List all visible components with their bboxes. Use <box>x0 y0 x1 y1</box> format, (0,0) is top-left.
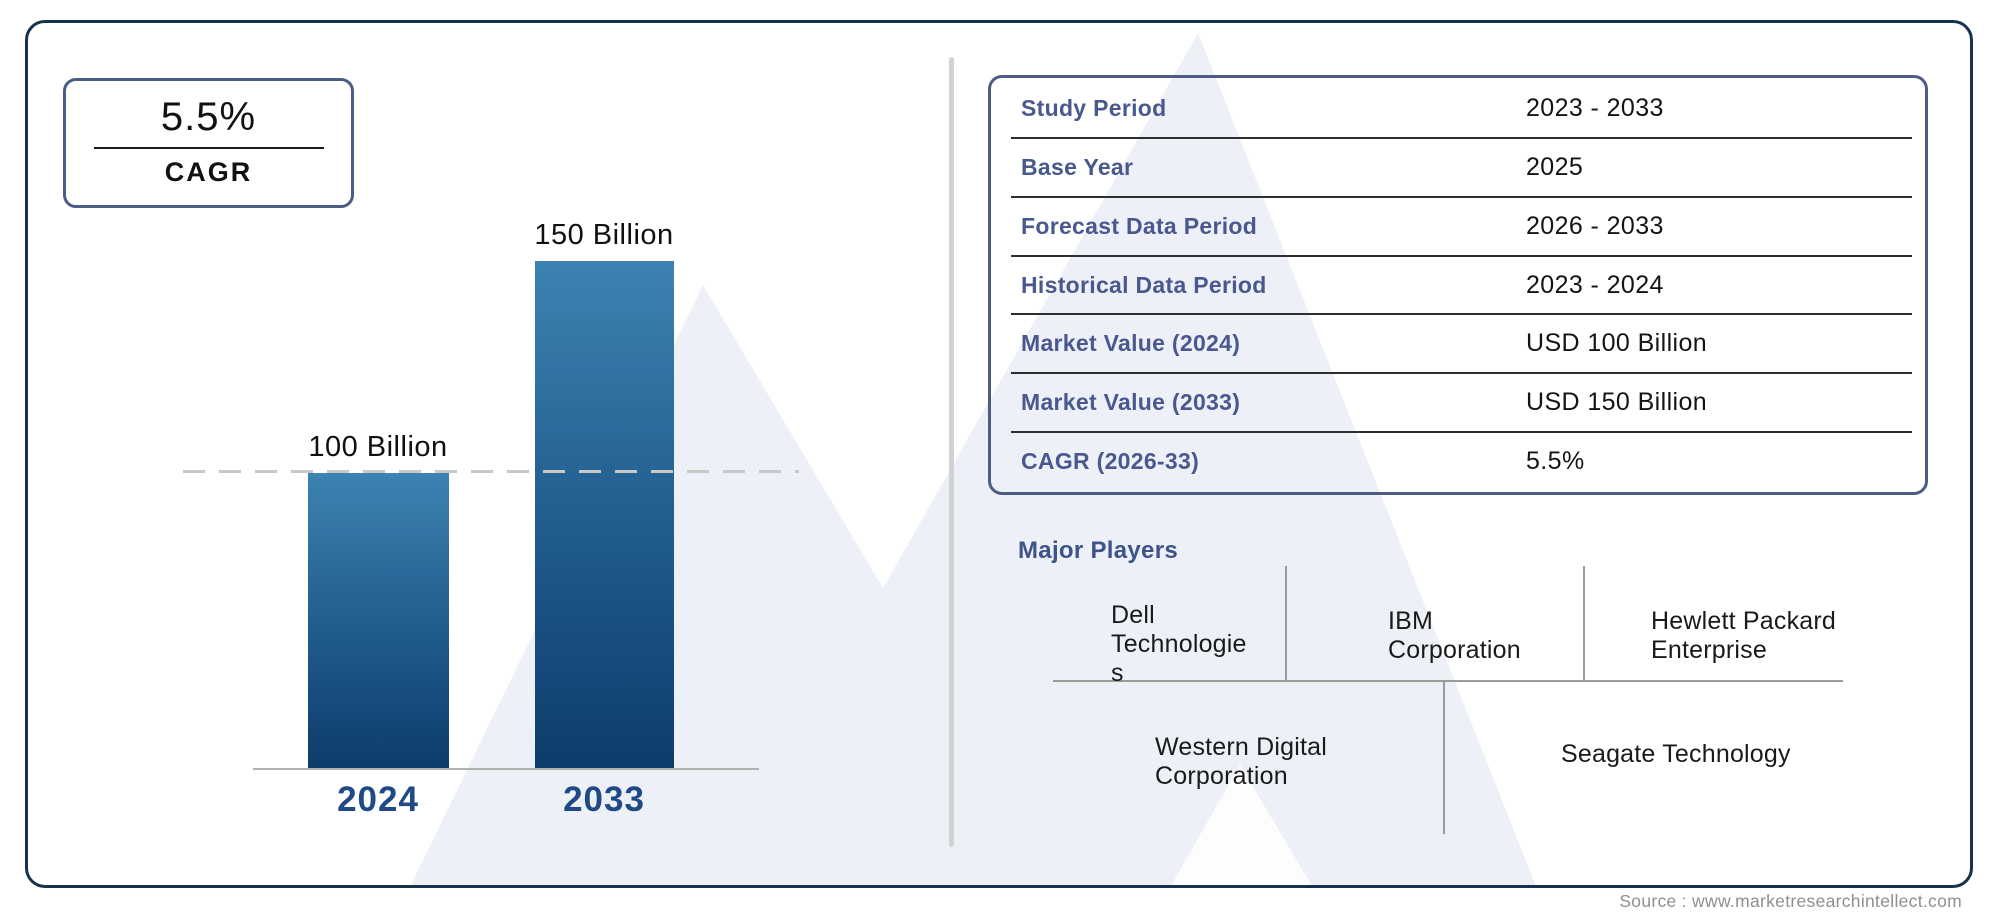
infographic-frame: 5.5% CAGR 100 Billion 150 Billion 2024 2… <box>25 20 1973 888</box>
player-hewlett-packard-enterprise: Hewlett Packard Enterprise <box>1651 607 1837 664</box>
x-axis-baseline <box>253 768 759 770</box>
players-separator-line <box>1285 566 1287 680</box>
source-credit: Source : www.marketresearchintellect.com <box>1619 891 1962 911</box>
row-label: Historical Data Period <box>1021 271 1267 298</box>
table-row: Market Value (2033) USD 150 Billion <box>1011 374 1912 434</box>
bar-value-label-2024: 100 Billion <box>308 431 448 463</box>
player-dell-technologies: Dell Technologie s <box>1111 601 1247 687</box>
row-label: Market Value (2024) <box>1021 330 1241 357</box>
cagr-divider-line <box>93 147 324 149</box>
reference-dashed-line <box>183 470 799 473</box>
player-ibm-corporation: IBM Corporation <box>1388 607 1521 664</box>
row-value: 5.5% <box>1526 447 1585 476</box>
row-value: USD 100 Billion <box>1526 329 1708 358</box>
row-value: 2023 - 2033 <box>1526 93 1664 122</box>
table-row: Base Year 2025 <box>1011 139 1912 198</box>
table-row: Study Period 2023 - 2033 <box>1011 80 1912 139</box>
table-row: Market Value (2024) USD 100 Billion <box>1011 315 1912 375</box>
row-label: Market Value (2033) <box>1021 389 1241 416</box>
cagr-value: 5.5% <box>160 95 257 139</box>
row-value: 2026 - 2033 <box>1526 211 1664 240</box>
row-label: Study Period <box>1021 94 1167 121</box>
table-row: CAGR (2026-33) 5.5% <box>1011 433 1912 490</box>
panel-divider <box>949 57 954 847</box>
players-separator-line <box>1443 682 1445 834</box>
x-tick-2024: 2024 <box>337 780 419 819</box>
table-row: Historical Data Period 2023 - 2024 <box>1011 257 1912 316</box>
players-separator-line <box>1583 566 1585 680</box>
row-value: 2023 - 2024 <box>1526 270 1664 299</box>
row-label: Forecast Data Period <box>1021 212 1258 239</box>
table-row: Forecast Data Period 2026 - 2033 <box>1011 198 1912 257</box>
row-label: Base Year <box>1021 153 1134 180</box>
bar-2024 <box>308 473 449 768</box>
x-tick-2033: 2033 <box>563 780 645 819</box>
brand-watermark-mountain <box>410 33 1536 885</box>
cagr-label: CAGR <box>164 157 253 187</box>
study-info-table: Study Period 2023 - 2033 Base Year 2025 … <box>988 75 1928 495</box>
row-value: USD 150 Billion <box>1526 388 1708 417</box>
major-players-title: Major Players <box>1018 537 1178 564</box>
bar-value-label-2033: 150 Billion <box>534 219 674 251</box>
row-value: 2025 <box>1526 152 1584 181</box>
player-seagate-technology: Seagate Technology <box>1561 740 1791 768</box>
cagr-badge: 5.5% CAGR <box>63 78 354 208</box>
player-western-digital-corporation: Western Digital Corporation <box>1155 733 1328 790</box>
bar-2033 <box>535 261 674 768</box>
row-label: CAGR (2026-33) <box>1021 448 1200 475</box>
players-horizontal-line <box>1053 680 1843 682</box>
